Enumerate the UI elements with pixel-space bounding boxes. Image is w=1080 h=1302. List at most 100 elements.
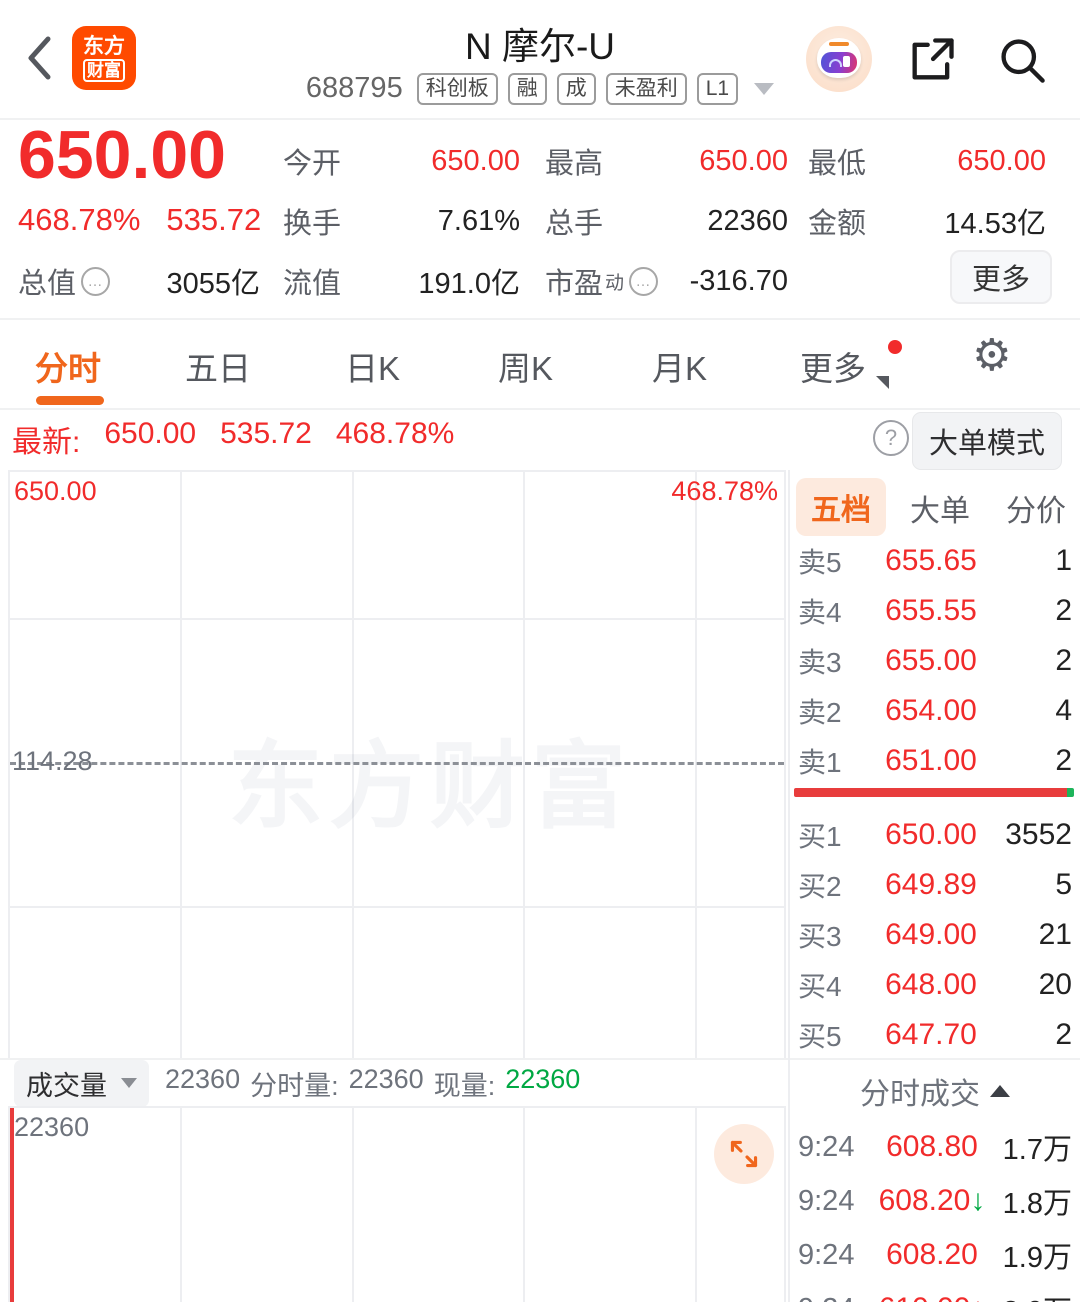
- info-ellipsis-icon[interactable]: …: [629, 266, 659, 296]
- sell-strength-bar: [1067, 788, 1074, 797]
- volume-info: 22360 分时量: 22360 现量: 22360: [165, 1064, 580, 1103]
- stat-high: 最高 650.00: [545, 144, 788, 181]
- volume-bar: [10, 1108, 14, 1302]
- ask-row-2[interactable]: 卖2 654.00 4: [798, 694, 1072, 728]
- chart-tab-bar: 分时 五日 日K 周K 月K 更多 ⚙: [0, 320, 1080, 410]
- robot-icon: [817, 38, 861, 78]
- search-icon[interactable]: [996, 34, 1048, 86]
- latest-quote-row: 最新: 650.00 535.72 468.78% ? 大单模式: [0, 408, 1080, 470]
- tab-five-levels[interactable]: 五档: [796, 478, 886, 536]
- big-order-mode-button[interactable]: 大单模式: [911, 412, 1062, 470]
- tab-more[interactable]: 更多: [800, 350, 866, 387]
- stat-market-cap: 总值 … 3055亿: [18, 266, 260, 300]
- ask-row-1[interactable]: 卖1 651.00 2: [798, 744, 1072, 778]
- order-book-tabs: 五档 大单 分价: [790, 478, 1080, 536]
- tag-l1: L1: [696, 72, 739, 105]
- logo-text-2: 财富: [83, 58, 125, 82]
- help-circle-icon[interactable]: ?: [873, 420, 909, 456]
- tick-row[interactable]: 9:24 608.80 1.7万: [798, 1130, 1072, 1166]
- share-icon[interactable]: [906, 34, 958, 86]
- eastmoney-logo: 东方 财富: [72, 26, 136, 90]
- stock-code: 688795: [305, 72, 403, 104]
- xianliang-value: 22360: [505, 1063, 581, 1094]
- change-percent: 468.78%: [18, 202, 141, 237]
- bid-row-3[interactable]: 买3 649.00 21: [798, 918, 1072, 952]
- bid-row-1[interactable]: 买1 650.00 3552: [798, 818, 1072, 852]
- change-row: 468.78% 535.72: [18, 202, 261, 238]
- volume-axis-label: 22360: [14, 1112, 90, 1142]
- tag-margin: 融: [507, 72, 547, 105]
- tick-row[interactable]: 9:24 608.20 1.9万: [798, 1238, 1072, 1274]
- quote-summary: 650.00 468.78% 535.72 今开 650.00 最高 650.0…: [0, 118, 1080, 318]
- tab-minute[interactable]: 分时: [35, 350, 101, 387]
- xianliang-label: 现量:: [433, 1070, 496, 1101]
- tick-row[interactable]: 9:24 610.00↑ 2.0万: [790, 1282, 1080, 1302]
- intraday-chart[interactable]: 东方财富 114.28 650.00 468.78%: [8, 470, 786, 1058]
- expand-chart-button[interactable]: [714, 1124, 774, 1184]
- change-amount: 535.72: [166, 202, 262, 237]
- fenshi-label: 分时量:: [250, 1070, 339, 1101]
- reference-price-line: [10, 762, 784, 765]
- header: 东方 财富 N 摩尔-U 688795 科创板 融 成 未盈利 L1: [0, 0, 1080, 120]
- sort-up-icon: [990, 1085, 1010, 1097]
- up-arrow-icon: ↑: [970, 1292, 985, 1302]
- down-arrow-icon: ↓: [970, 1184, 986, 1217]
- tab-daily-k[interactable]: 日K: [345, 350, 401, 387]
- bid-row-4[interactable]: 买4 648.00 20: [798, 968, 1072, 1002]
- bid-row-5[interactable]: 买5 647.70 2: [798, 1018, 1072, 1052]
- expand-icon: [730, 1140, 758, 1168]
- latest-price: 650.00: [104, 417, 197, 450]
- ask-row-5[interactable]: 卖5 655.65 1: [798, 544, 1072, 578]
- order-book-panel: 五档 大单 分价 卖5 655.65 1 卖4 655.55 2 卖3 655.…: [788, 470, 1080, 1302]
- info-ellipsis-icon[interactable]: …: [81, 266, 111, 296]
- ask-row-4[interactable]: 卖4 655.55 2: [798, 594, 1072, 628]
- tag-star-market: 科创板: [416, 72, 498, 105]
- stat-volume: 总手 22360: [545, 204, 788, 241]
- tick-list-header[interactable]: 分时成交: [790, 1068, 1080, 1114]
- chart-max-price-label: 650.00: [14, 476, 97, 506]
- tab-5day[interactable]: 五日: [185, 350, 251, 387]
- tag-unprofitable: 未盈利: [605, 72, 687, 105]
- page-title: N 摩尔-U: [464, 26, 616, 67]
- tab-monthly-k[interactable]: 月K: [652, 350, 708, 387]
- volume-chart[interactable]: 22360: [8, 1106, 786, 1302]
- volume-toolbar: 成交量 22360 分时量: 22360 现量: 22360: [0, 1058, 788, 1107]
- stat-amount: 金额 14.53亿: [808, 208, 1046, 240]
- tab-big-orders[interactable]: 大单: [910, 495, 970, 528]
- latest-pct: 468.78%: [335, 417, 455, 450]
- bid-row-2[interactable]: 买2 649.89 5: [798, 868, 1072, 902]
- stat-low: 最低 650.00: [808, 144, 1046, 181]
- fenshi-value: 22360: [348, 1063, 424, 1094]
- divider: [790, 1058, 1080, 1060]
- back-icon[interactable]: [26, 36, 52, 80]
- current-price: 650.00: [18, 117, 226, 193]
- watermark: 东方财富: [228, 734, 633, 840]
- stat-turnover: 换手 7.61%: [283, 204, 520, 241]
- red-dot-badge: [888, 340, 902, 354]
- chart-max-percent-label: 468.78%: [671, 476, 778, 506]
- tags-dropdown-icon[interactable]: [754, 82, 775, 95]
- more-stats-button[interactable]: 更多: [949, 250, 1052, 304]
- divider: [0, 318, 1080, 320]
- stat-float-cap: 流值 191.0亿: [283, 268, 520, 300]
- stat-pe-ratio: 市盈动 … -316.70: [545, 264, 788, 301]
- stock-meta-row: 688795 科创板 融 成 未盈利 L1: [0, 72, 1080, 105]
- dropdown-arrow-icon: [121, 1078, 137, 1088]
- stat-open: 今开 650.00: [283, 144, 520, 181]
- ai-assistant-avatar[interactable]: [806, 26, 872, 92]
- gear-icon[interactable]: ⚙: [972, 331, 1012, 380]
- volume-total: 22360: [165, 1063, 241, 1094]
- tab-price-dist[interactable]: 分价: [1006, 495, 1066, 528]
- volume-indicator-select[interactable]: 成交量: [14, 1059, 149, 1107]
- latest-label: 最新:: [12, 426, 81, 459]
- bid-ask-depth-bar: [794, 788, 1074, 797]
- tag-cheng: 成: [556, 72, 596, 105]
- reference-price-label: 114.28: [12, 746, 93, 776]
- ask-row-3[interactable]: 卖3 655.00 2: [798, 644, 1072, 678]
- logo-text-1: 东方: [83, 34, 125, 58]
- latest-amt: 535.72: [220, 417, 312, 450]
- tick-row[interactable]: 9:24 608.20↓ 1.8万: [798, 1184, 1072, 1220]
- active-tab-underline: [36, 396, 104, 405]
- tab-weekly-k[interactable]: 周K: [498, 350, 554, 387]
